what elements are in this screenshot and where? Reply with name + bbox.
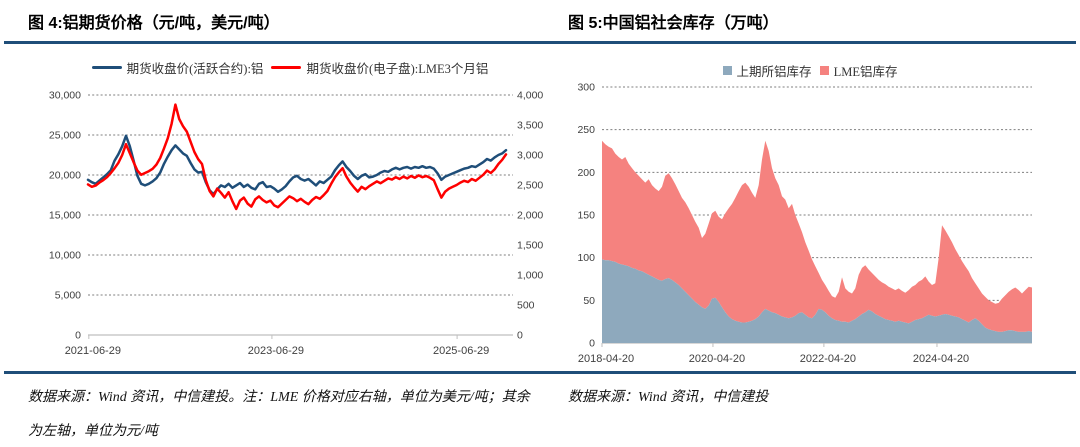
x-axis-label: 2022-04-20 (800, 353, 856, 365)
y-axis-label: 250 (577, 124, 595, 136)
legend-item: 期货收盘价(活跃合约):铝 (91, 58, 264, 77)
y-axis-label: 300 (577, 82, 595, 94)
left-axis-label: 15,000 (49, 210, 81, 222)
right-axis-label: 2,500 (517, 180, 543, 192)
y-axis-label: 50 (583, 295, 595, 307)
figure4-title: 图 4:铝期货价格（元/吨，美元/吨） (28, 15, 280, 32)
x-axis-label: 2024-04-20 (913, 353, 969, 365)
y-axis-label: 200 (577, 167, 595, 179)
x-axis-label: 2021-06-29 (65, 345, 121, 357)
legend-item: 上期所铝库存 (722, 61, 812, 80)
left-axis-label: 20,000 (49, 170, 81, 182)
area-lme-inventory (602, 140, 1032, 332)
series-line-lme-price (86, 103, 508, 211)
right-axis-label: 4,000 (517, 90, 543, 102)
y-axis-label: 150 (577, 210, 595, 222)
y-axis-label: 0 (589, 338, 595, 350)
figure5-title: 图 5:中国铝社会库存（万吨） (568, 15, 779, 32)
left-axis-label: 0 (75, 330, 81, 342)
left-axis-label: 10,000 (49, 250, 81, 262)
footer-divider-rule (4, 371, 1076, 374)
legend-label: LME铝库存 (833, 65, 898, 79)
figure4-source-note: 数据来源：Wind 资讯，中信建投。注：LME 价格对应右轴，单位为美元/吨；其… (28, 390, 530, 440)
right-axis-label: 2,000 (517, 210, 543, 222)
figure5-source-note: 数据来源：Wind 资讯，中信建投 (568, 390, 769, 405)
legend-swatch-square (819, 66, 829, 75)
legend-swatch-line (271, 66, 302, 69)
x-axis-label: 2018-04-20 (578, 353, 634, 365)
legend-label: 上期所铝库存 (736, 65, 812, 79)
legend-label: 期货收盘价(电子盘):LME3个月铝 (306, 62, 489, 76)
figure5-legend: 上期所铝库存 LME铝库存 (540, 61, 1080, 80)
x-axis-label: 2023-06-29 (248, 345, 304, 357)
legend-swatch-square (722, 66, 732, 75)
series-line-shfe-price (86, 134, 508, 196)
legend-item: 期货收盘价(电子盘):LME3个月铝 (271, 58, 488, 77)
charts-canvas: 2021-06-29 2023-06-29 2025-06-29 0 5,000 10,0… (49, 82, 1032, 365)
right-axis-label: 500 (517, 300, 535, 312)
title-divider-rule (4, 41, 1076, 44)
right-axis-label: 3,000 (517, 150, 543, 162)
left-axis-label: 30,000 (49, 90, 81, 102)
area-shfe-inventory (602, 259, 1032, 343)
y-axis-label: 100 (577, 252, 595, 264)
figure4-legend: 期货收盘价(活跃合约):铝 期货收盘价(电子盘):LME3个月铝 (40, 58, 540, 77)
x-axis-label: 2025-06-29 (433, 345, 489, 357)
left-axis-label: 25,000 (49, 130, 81, 142)
right-axis-label: 3,500 (517, 120, 543, 132)
legend-swatch-line (91, 66, 122, 69)
legend-label: 期货收盘价(活跃合约):铝 (126, 62, 264, 76)
x-axis-label: 2020-04-20 (689, 353, 745, 365)
legend-item: LME铝库存 (819, 61, 898, 80)
right-axis-label: 1,000 (517, 270, 543, 282)
right-axis-label: 1,500 (517, 240, 543, 252)
left-axis-label: 5,000 (55, 290, 81, 302)
right-axis-label: 0 (517, 330, 523, 342)
